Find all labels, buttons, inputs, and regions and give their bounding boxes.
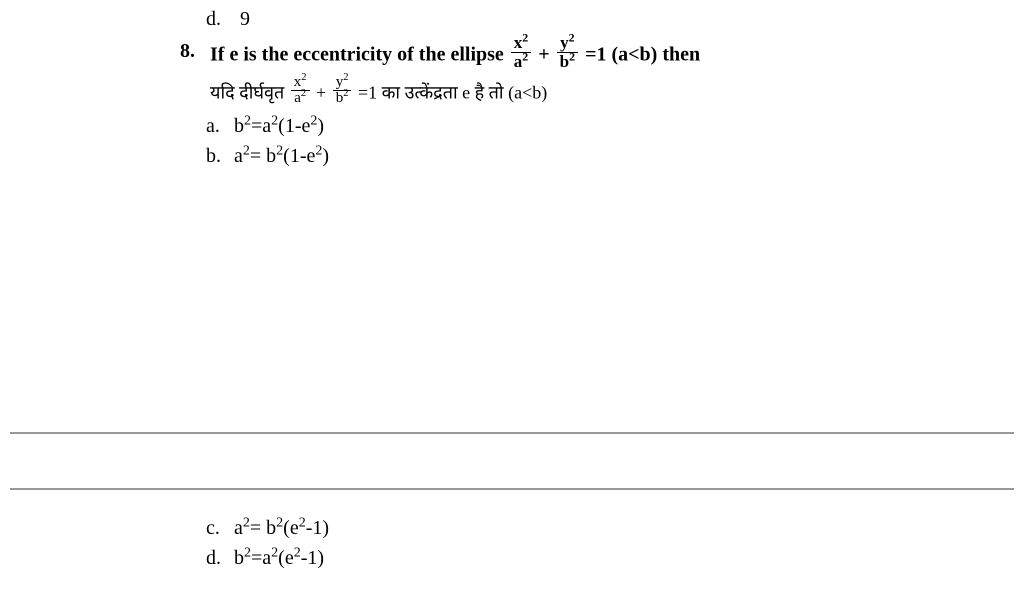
q8-stem-row: 8. If e is the eccentricity of the ellip… [180,36,940,73]
opt-b-seg3: (1-e [283,145,315,167]
option-label: d. [180,545,234,571]
option-label: a. [180,113,234,139]
opt-d-seg3: (e [278,547,294,569]
q8-hindi: यदि दीर्घवृत x2 a2 + y2 b2 =1 का उत्केंद… [210,77,940,110]
opt-c-seg2: = b [250,517,276,539]
option-label: c. [180,515,234,541]
frac1h-den: a [294,90,301,106]
fraction-2: y2 b2 [557,34,578,71]
q8-option-c: c. a2= b2(e2-1) [180,515,940,541]
q8-stem: If e is the eccentricity of the ellipse … [210,36,940,73]
q7-option-d: d. 9 [180,6,940,32]
q8-option-d: d. b2=a2(e2-1) [180,545,940,571]
option-text: a2= b2(e2-1) [234,515,940,541]
opt-a-seg3: (1-e [278,115,310,137]
opt-a-seg1: b [234,115,244,137]
q8-option-a: a. b2=a2(1-e2) [180,113,940,139]
content-bottom: c. a2= b2(e2-1) d. b2=a2(e2-1) [180,515,940,575]
hindi-plus: + [316,82,326,102]
option-text: a2= b2(1-e2) [234,143,940,169]
content-top: d. 9 8. If e is the eccentricity of the … [180,6,940,173]
stem-plus: + [538,43,549,65]
stem-pre: If e is the eccentricity of the ellipse [210,43,509,65]
opt-d-seg4: -1) [301,547,324,569]
opt-c-seg4: -1) [306,517,329,539]
frac2-num-var: y [560,33,569,52]
option-text: 9 [240,6,940,32]
opt-b-seg4: ) [322,145,329,167]
page-rule-1 [10,432,1014,434]
opt-c-seg1: a [234,517,243,539]
opt-b-seg2: = b [250,145,276,167]
option-label: b. [180,143,234,169]
option-label: d. [180,6,240,32]
question-number: 8. [180,36,210,66]
option-text: b2=a2(1-e2) [234,113,940,139]
fraction-2-hindi: y2 b2 [333,75,352,108]
page-rule-2 [10,488,1014,490]
frac2-den-var: b [560,52,569,71]
page: d. 9 8. If e is the eccentricity of the … [0,0,1024,595]
opt-d-seg2: =a [251,547,271,569]
q8-option-b: b. a2= b2(1-e2) [180,143,940,169]
hindi-pre: यदि दीर्घवृत [210,82,289,102]
opt-a-seg2: =a [251,115,271,137]
fraction-1-hindi: x2 a2 [291,75,310,108]
fraction-1: x2 a2 [511,34,531,71]
q8-hindi-row: यदि दीर्घवृत x2 a2 + y2 b2 =1 का उत्केंद… [180,77,940,110]
stem-post: =1 (a<b) then [585,43,700,65]
opt-b-seg1: a [234,145,243,167]
opt-d-seg1: b [234,547,244,569]
opt-c-seg3: (e [283,517,299,539]
opt-a-seg4: ) [317,115,324,137]
hindi-post: =1 का उत्केंद्रता e है तो (a<b) [358,82,547,102]
option-text: b2=a2(e2-1) [234,545,940,571]
